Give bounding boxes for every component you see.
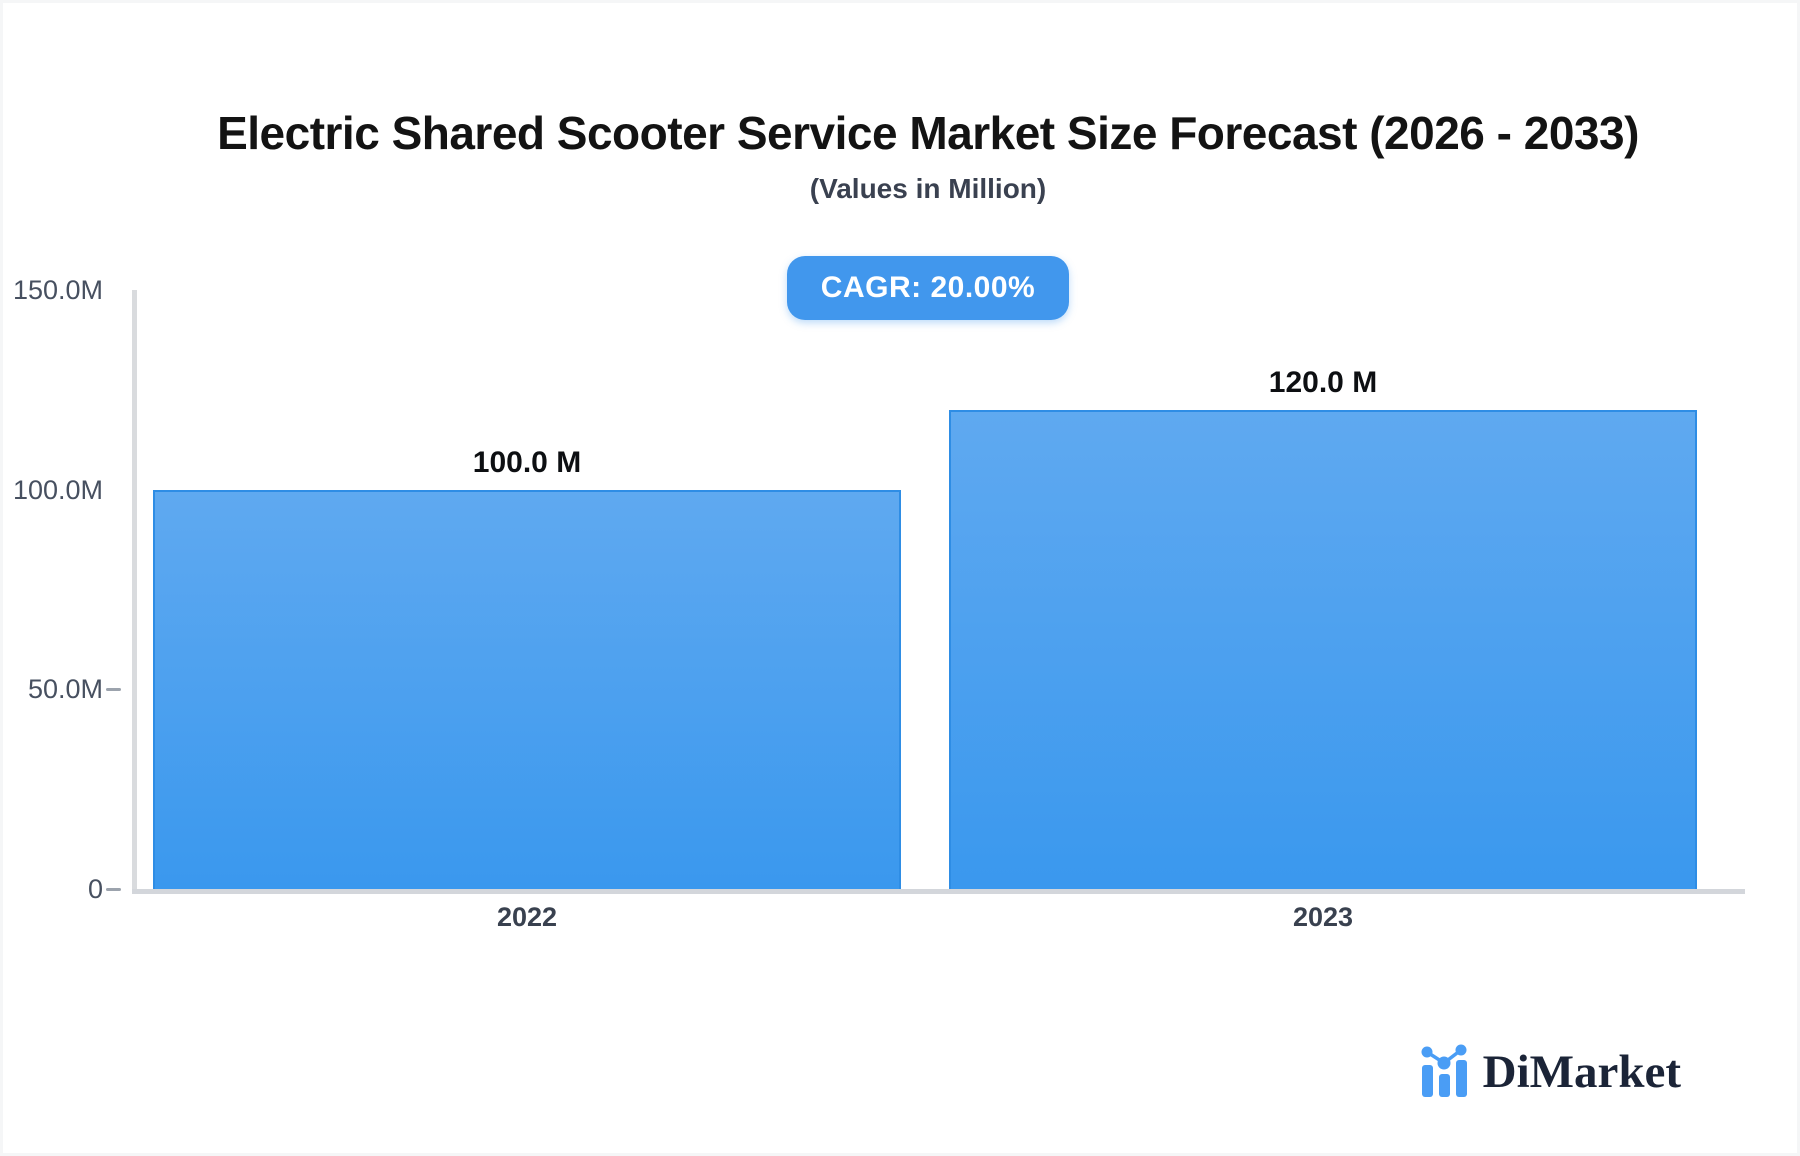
bar-value-label: 100.0 M [472,445,582,479]
chart-subtitle: (Values in Million) [809,173,1047,204]
y-axis-line [132,290,137,889]
x-axis-category-label: 2023 [1292,902,1354,932]
y-axis-tick-label: 50.0M [27,674,103,705]
chart-title: Electric Shared Scooter Service Market S… [217,107,1639,159]
cagr-badge: CAGR: 20.00% [786,256,1070,320]
x-axis-category-label: 2022 [496,902,558,932]
y-axis-tick-label: 100.0M [12,474,103,505]
bar-value-label: 120.0 M [1268,365,1378,399]
bar-chart-logo-icon [1417,1041,1473,1104]
y-axis-tick-label: 150.0M [12,275,103,305]
brand-logo[interactable]: DiMarket [1417,1041,1681,1104]
y-axis-tick-mark [106,887,121,891]
x-axis-line [132,889,1745,894]
cagr-badge-row: CAGR: 20.00% [53,256,1797,320]
bar-2022[interactable] [153,489,901,889]
brand-logo-text: DiMarket [1482,1046,1681,1098]
bar-2023[interactable] [949,409,1697,889]
y-axis-tick-label: 0 [87,874,103,904]
y-axis-tick-mark [106,687,121,691]
